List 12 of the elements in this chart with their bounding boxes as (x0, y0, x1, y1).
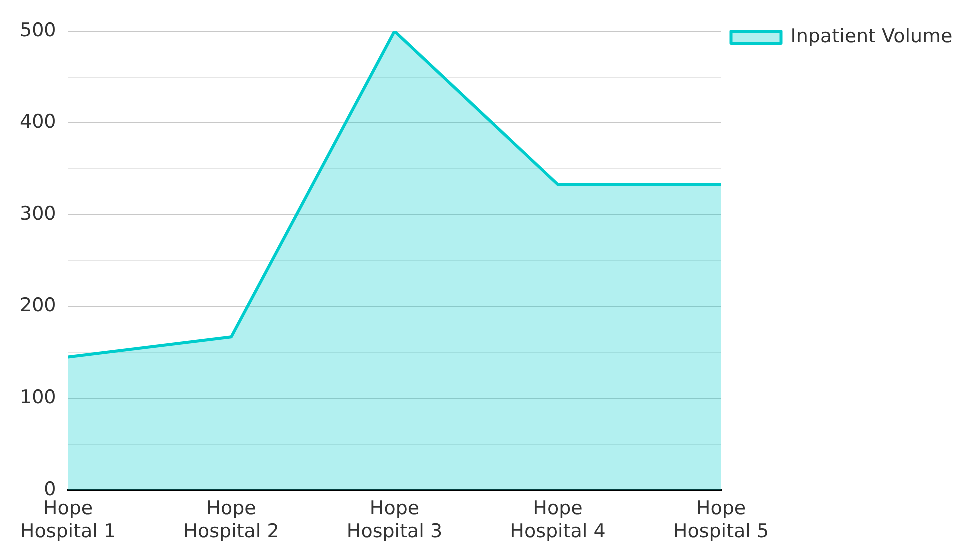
y-tick-label: 400 (20, 111, 56, 134)
y-tick-label: 100 (20, 386, 56, 409)
y-tick-label: 500 (20, 19, 56, 42)
x-tick-label: Hope Hospital 2 (184, 498, 280, 543)
y-tick-label: 200 (20, 294, 56, 317)
y-tick-label: 0 (44, 478, 56, 500)
y-tick-label: 300 (20, 202, 56, 225)
x-tick-label: Hope Hospital 4 (510, 498, 606, 543)
x-tick-label: Hope Hospital 3 (346, 498, 443, 543)
legend-label: Inpatient Volume (790, 25, 953, 48)
x-tick-label: Hope Hospital 1 (20, 498, 116, 543)
x-tick-label: Hope Hospital 5 (673, 498, 770, 543)
